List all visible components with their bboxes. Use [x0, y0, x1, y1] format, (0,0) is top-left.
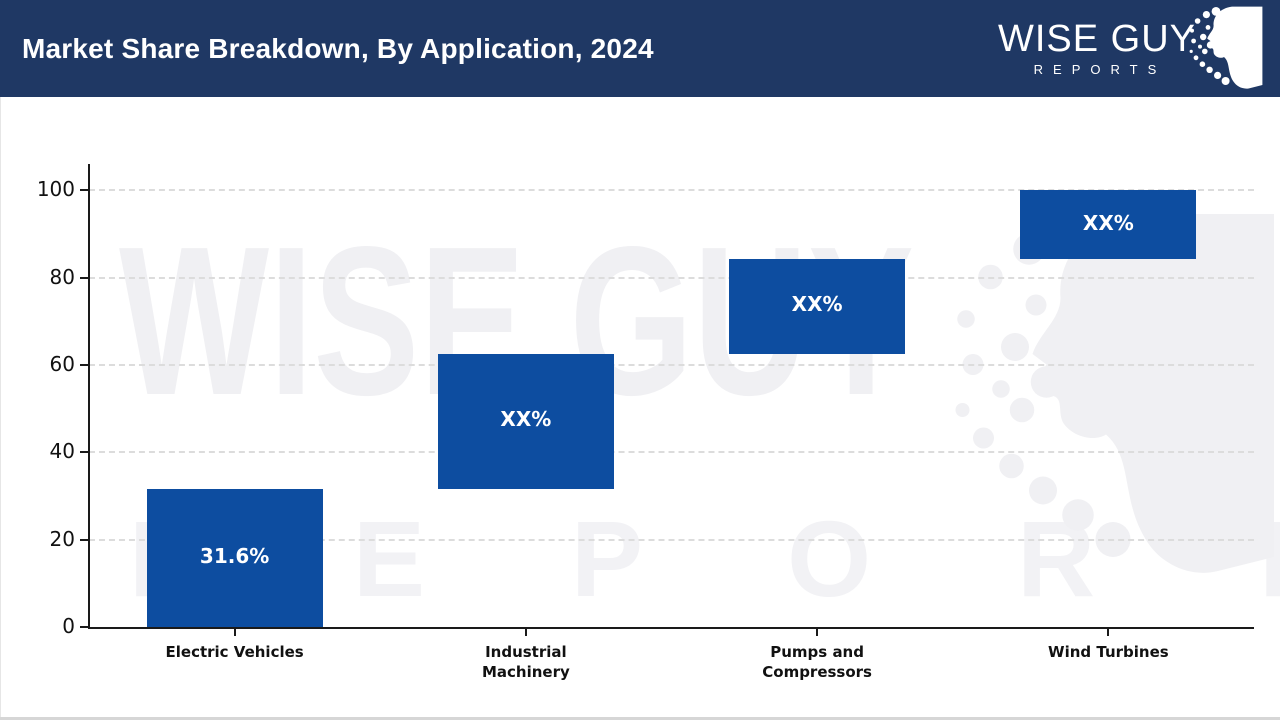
bar	[437, 353, 614, 489]
gridline	[89, 189, 1254, 192]
bar-value-label: 31.6%	[199, 543, 270, 568]
x-tickmark	[233, 629, 236, 636]
y-tickmark	[80, 363, 89, 366]
logo-text: WISE GUY REPORTS	[998, 20, 1196, 77]
y-axis-tick-label: 100	[36, 177, 75, 202]
y-axis-line	[88, 164, 90, 629]
y-tickmark	[80, 451, 89, 454]
wiseguy-head-icon	[1182, 5, 1266, 93]
bar	[729, 259, 906, 354]
y-axis-tick-label: 40	[49, 439, 75, 464]
y-tickmark	[80, 276, 89, 279]
page-title: Market Share Breakdown, By Application, …	[22, 32, 654, 64]
logo-subtitle: REPORTS	[1033, 62, 1167, 77]
footer-rule	[0, 717, 1280, 720]
x-tickmark	[524, 629, 527, 636]
y-axis-tick-label: 60	[49, 351, 75, 376]
x-axis-label: Pumps and Compressors	[762, 643, 872, 682]
x-axis-label: Wind Turbines	[1048, 643, 1169, 661]
gridline	[89, 276, 1254, 279]
bar-value-label: XX%	[791, 292, 843, 317]
bar	[146, 488, 323, 627]
y-tickmark	[80, 189, 89, 192]
x-tickmark	[1107, 629, 1110, 636]
y-axis-tick-label: 0	[62, 614, 75, 638]
logo-wordmark: WISE GUY	[997, 18, 1196, 60]
header-bar: Market Share Breakdown, By Application, …	[0, 0, 1280, 97]
gridline	[89, 363, 1254, 366]
x-axis-label: Industrial Machinery	[481, 643, 570, 682]
bar-value-label: XX%	[500, 407, 552, 432]
watermark-head-icon	[931, 207, 1280, 592]
gridline	[89, 538, 1254, 541]
x-tickmark	[816, 629, 819, 636]
y-axis-tick-label: 20	[49, 526, 75, 551]
y-axis-tick-label: 80	[49, 264, 75, 289]
wiseguy-logo: WISE GUY REPORTS	[998, 5, 1280, 93]
x-axis-label: Electric Vehicles	[165, 643, 304, 661]
y-tickmark	[80, 538, 89, 541]
y-tickmark	[80, 626, 89, 628]
bar-value-label: XX%	[1082, 210, 1134, 235]
x-axis-line	[89, 627, 1254, 629]
gridline	[89, 451, 1254, 454]
chart-area: WISE GUY R E P O R T S 02040608010031.6%…	[0, 97, 1280, 718]
